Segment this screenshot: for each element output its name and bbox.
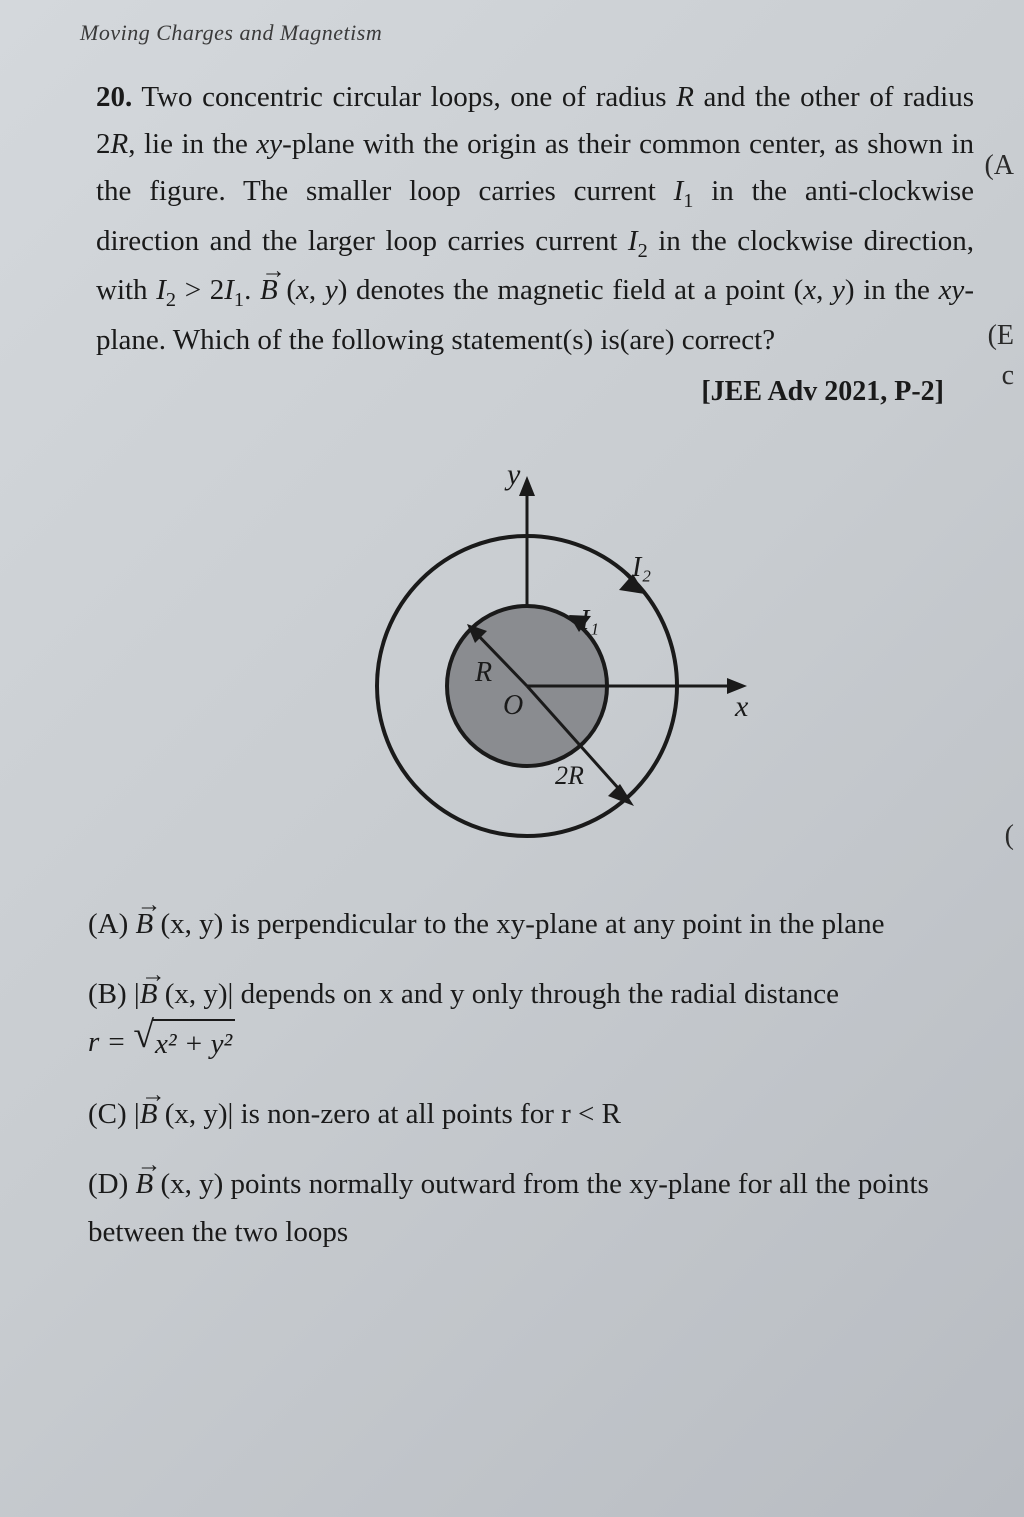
concentric-loops-diagram: y x R 2R O I₁ I₂ [297, 426, 757, 866]
option-A-label: (A) [88, 908, 128, 940]
opt-C-text: (x, y)| is non-zero at all points for r … [165, 1098, 621, 1130]
opt-A-text: (x, y) is perpendicular to the xy-plane … [160, 908, 884, 940]
sub-2: 2 [638, 239, 648, 261]
period: . [244, 274, 260, 306]
opt-B-text1: (x, y)| depends on x and y only through … [165, 978, 839, 1010]
opt-B-pre: | [127, 978, 140, 1010]
diagram-container: y x R 2R O I₁ I₂ [80, 426, 974, 866]
opt-C-B: B [140, 1091, 158, 1139]
y-axis-arrow [519, 476, 535, 496]
section-header: Moving Charges and Magnetism [80, 20, 974, 46]
var-I2: I [628, 225, 638, 257]
opt-B-B: B [140, 971, 158, 1019]
option-D-label: (D) [88, 1168, 128, 1200]
edge-marker-paren: ( [1005, 820, 1014, 852]
question-number: 20. [96, 81, 132, 113]
sub-1b: 1 [234, 289, 244, 311]
opt-D-text: (x, y) points normally outward from the … [88, 1168, 929, 1248]
var-I1b: I [224, 274, 234, 306]
sqrt-content: x² + y² [152, 1019, 235, 1069]
option-C: (C) |B (x, y)| is non-zero at all points… [88, 1091, 974, 1139]
var-B: B [260, 267, 278, 314]
opt-C-pre: | [127, 1098, 140, 1130]
opt-B-r: r = [88, 1026, 133, 1058]
var-xy: xy [256, 128, 282, 160]
option-A: (A) B (x, y) is perpendicular to the xy-… [88, 901, 974, 949]
edge-marker-a: (A [984, 150, 1014, 182]
opt-D-B: B [136, 1161, 154, 1209]
opt-A-B: B [136, 901, 154, 949]
opt-D-pre [128, 1168, 135, 1200]
sqrt-expression: √x² + y² [133, 1019, 235, 1069]
option-C-label: (C) [88, 1098, 127, 1130]
option-D: (D) B (x, y) points normally outward fro… [88, 1161, 974, 1257]
edge-marker-c: c [1002, 360, 1014, 392]
question-text: 20. Two concentric circular loops, one o… [80, 74, 974, 364]
y-label: y [504, 458, 521, 491]
var-R: R [676, 81, 694, 113]
opt-A-pre [128, 908, 135, 940]
option-B: (B) |B (x, y)| depends on x and y only t… [88, 971, 974, 1069]
R2-label: 2R [555, 761, 584, 790]
q-text-1: Two concentric circular loops, one of ra… [141, 81, 676, 113]
option-B-label: (B) [88, 978, 127, 1010]
q-text-3: , lie in the [128, 128, 256, 160]
ineq: > 2 [176, 274, 224, 306]
var-I2b: I [156, 274, 166, 306]
origin-label: O [503, 690, 523, 721]
sub-1: 1 [683, 190, 693, 212]
sub-2b: 2 [166, 289, 176, 311]
edge-marker-e: (E [988, 320, 1014, 352]
var-R2: R [111, 128, 129, 160]
source-tag: [JEE Adv 2021, P-2] [80, 376, 944, 408]
x-label: x [734, 690, 749, 723]
R-label: R [474, 657, 492, 688]
var-I1: I [674, 175, 684, 207]
sqrt-icon: √ [133, 1019, 154, 1053]
options-list: (A) B (x, y) is perpendicular to the xy-… [80, 901, 974, 1256]
